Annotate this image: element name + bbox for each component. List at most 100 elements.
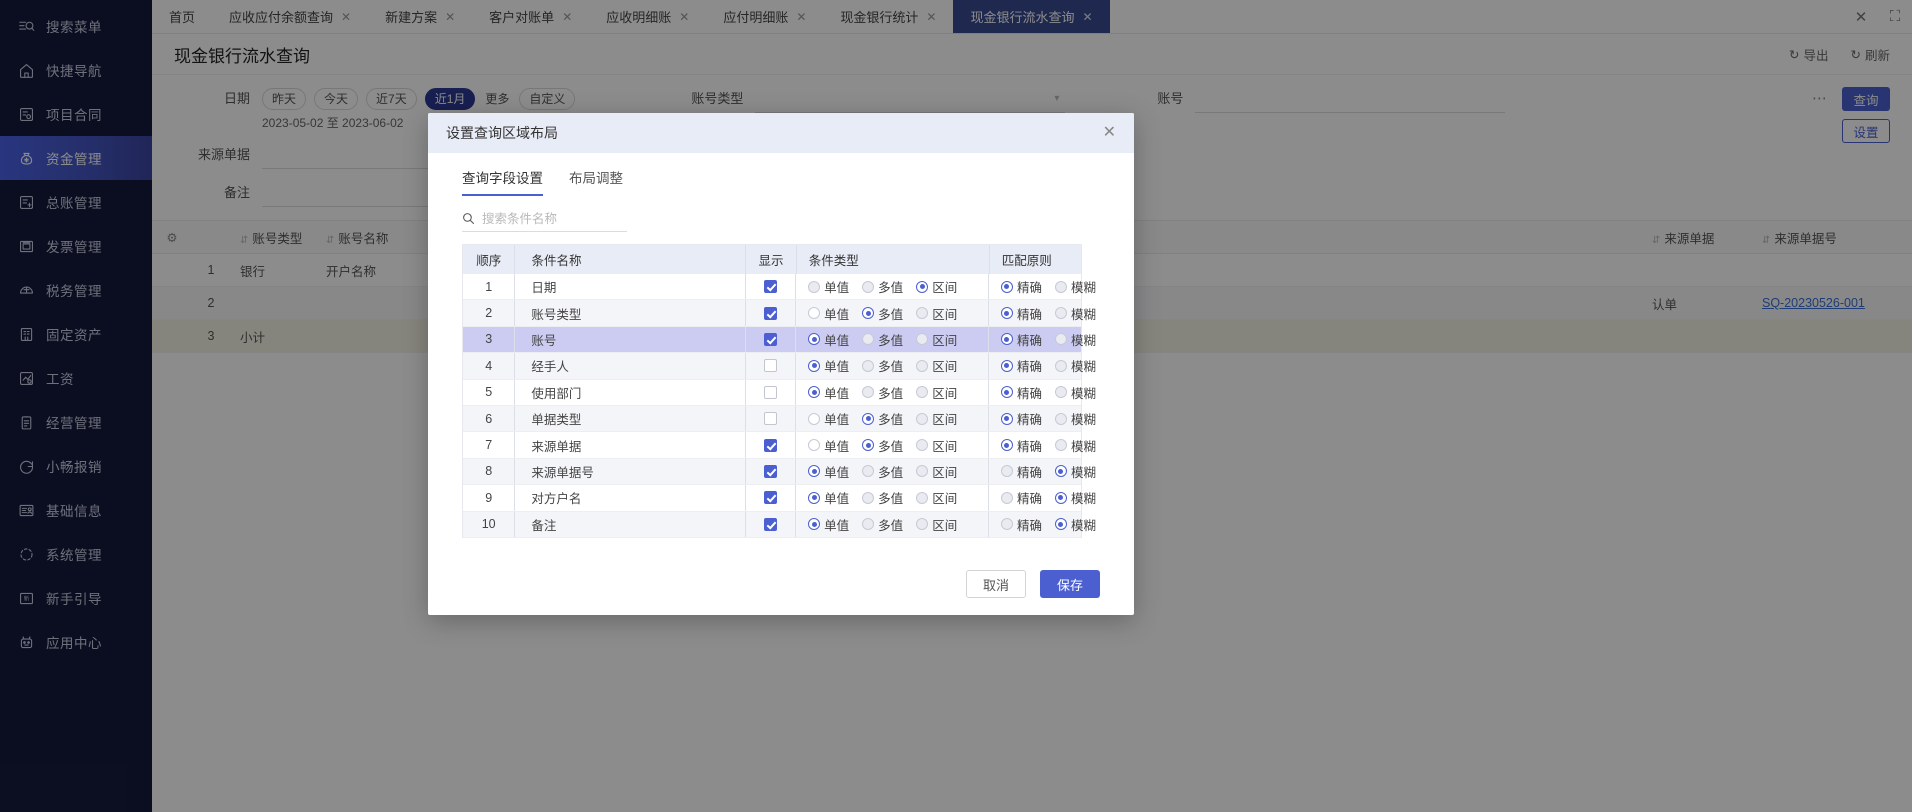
type-radio-1[interactable]: 多值 [862,462,903,481]
sidebar-item-7[interactable]: 固定资产 [0,312,152,356]
type-radio-0[interactable]: 单值 [808,277,849,296]
sidebar-item-8[interactable]: 工资 [0,356,152,400]
dialog-tab-0[interactable]: 查询字段设置 [462,167,543,196]
match-radio-1[interactable]: 模糊 [1054,515,1096,534]
type-radio-1[interactable]: 多值 [862,488,903,507]
condition-row[interactable]: 4 经手人 单值 多值 区间 精确 模糊 [463,353,1096,380]
match-radio-1[interactable]: 模糊 [1054,409,1096,428]
close-all-tabs-icon[interactable]: ✕ [1854,8,1868,26]
match-radio-0[interactable]: 精确 [1000,304,1042,323]
type-radio-2[interactable]: 区间 [916,330,957,349]
show-checkbox[interactable] [763,491,777,505]
date-chip-0[interactable]: 昨天 [262,88,307,110]
match-radio-0[interactable]: 精确 [1000,277,1042,296]
remark-input[interactable] [262,179,562,207]
match-radio-1[interactable]: 模糊 [1054,330,1096,349]
match-radio-1[interactable]: 模糊 [1054,383,1096,402]
show-checkbox[interactable] [763,385,777,399]
tab-close-icon[interactable]: ✕ [1082,9,1093,24]
match-radio-0[interactable]: 精确 [1000,488,1042,507]
gear-icon[interactable]: ⚙ [166,230,178,245]
type-radio-2[interactable]: 区间 [916,277,957,296]
sidebar-item-13[interactable]: 新 新手引导 [0,576,152,620]
condition-row[interactable]: 10 备注 单值 多值 区间 精确 模糊 [463,511,1096,538]
sidebar-item-2[interactable]: 项目合同 [0,92,152,136]
tab-close-icon[interactable]: ✕ [341,9,352,24]
show-checkbox[interactable] [763,412,777,426]
date-chip-4[interactable]: 更多 [485,92,510,106]
search-box[interactable] [462,206,627,232]
condition-row[interactable]: 6 单据类型 单值 多值 区间 精确 模糊 [463,405,1096,433]
cancel-button[interactable]: 取消 [966,570,1026,598]
save-button[interactable]: 保存 [1040,570,1100,598]
match-radio-1[interactable]: 模糊 [1054,488,1096,507]
account-no-input[interactable] [1195,85,1506,113]
date-chip-5[interactable]: 自定义 [519,88,576,110]
type-radio-1[interactable]: 多值 [862,409,903,428]
show-checkbox[interactable] [763,517,777,531]
match-radio-0[interactable]: 精确 [1000,515,1042,534]
type-radio-0[interactable]: 单值 [808,409,849,428]
tab-7[interactable]: 现金银行流水查询 ✕ [953,0,1110,33]
tab-2[interactable]: 新建方案 ✕ [368,0,472,33]
tab-close-icon[interactable]: ✕ [562,9,573,24]
type-radio-0[interactable]: 单值 [808,330,849,349]
refresh-button[interactable]: ↻ 刷新 [1851,45,1891,64]
close-icon[interactable]: ✕ [1102,124,1116,141]
search-input[interactable] [482,211,612,226]
condition-row[interactable]: 1 日期 单值 多值 区间 精确 模糊 [463,274,1096,301]
tab-3[interactable]: 客户对账单 ✕ [472,0,589,33]
tab-5[interactable]: 应付明细账 ✕ [706,0,823,33]
type-radio-2[interactable]: 区间 [916,409,957,428]
type-radio-0[interactable]: 单值 [808,462,849,481]
sidebar-item-9[interactable]: 经营管理 [0,400,152,444]
match-radio-1[interactable]: 模糊 [1054,277,1096,296]
condition-row[interactable]: 9 对方户名 单值 多值 区间 精确 模糊 [463,485,1096,512]
type-radio-0[interactable]: 单值 [808,515,849,534]
ellipsis-icon[interactable]: ⋯ [1812,90,1828,107]
show-checkbox[interactable] [763,464,777,478]
type-radio-1[interactable]: 多值 [862,330,903,349]
tab-1[interactable]: 应收应付余额查询 ✕ [212,0,368,33]
type-radio-0[interactable]: 单值 [808,304,849,323]
type-radio-1[interactable]: 多值 [862,515,903,534]
show-checkbox[interactable] [763,332,777,346]
show-checkbox[interactable] [763,438,777,452]
query-button[interactable]: 查询 [1842,87,1890,111]
type-radio-1[interactable]: 多值 [862,277,903,296]
tab-close-icon[interactable]: ✕ [445,9,456,24]
date-chip-2[interactable]: 近7天 [366,88,417,110]
show-checkbox[interactable] [763,280,777,294]
match-radio-0[interactable]: 精确 [1000,330,1042,349]
sidebar-item-1[interactable]: 快捷导航 [0,48,152,92]
tab-close-icon[interactable]: ✕ [926,9,937,24]
type-radio-2[interactable]: 区间 [916,462,957,481]
type-radio-2[interactable]: 区间 [916,383,957,402]
tab-6[interactable]: 现金银行统计 ✕ [823,0,953,33]
type-radio-1[interactable]: 多值 [862,304,903,323]
col-source-doc[interactable]: ⇵ 来源单据 [1652,231,1715,246]
match-radio-1[interactable]: 模糊 [1054,436,1096,455]
match-radio-0[interactable]: 精确 [1000,436,1042,455]
sidebar-item-11[interactable]: 基础信息 [0,488,152,532]
col-account-name[interactable]: ⇵ 账号名称 [326,231,389,246]
match-radio-1[interactable]: 模糊 [1054,356,1096,375]
sidebar-item-0[interactable]: 搜索菜单 [0,4,152,48]
source-no-link[interactable]: SQ-20230526-001 [1762,296,1865,310]
sidebar-item-10[interactable]: 小畅报销 [0,444,152,488]
show-checkbox[interactable] [763,306,777,320]
match-radio-0[interactable]: 精确 [1000,356,1042,375]
match-radio-1[interactable]: 模糊 [1054,304,1096,323]
type-radio-1[interactable]: 多值 [862,383,903,402]
sidebar-item-5[interactable]: 发票管理 [0,224,152,268]
condition-row[interactable]: 2 账号类型 单值 多值 区间 精确 模糊 [463,300,1096,327]
condition-row[interactable]: 8 来源单据号 单值 多值 区间 精确 模糊 [463,458,1096,486]
type-radio-0[interactable]: 单值 [808,436,849,455]
condition-row[interactable]: 3 账号 单值 多值 区间 精确 模糊 [463,326,1096,354]
type-radio-2[interactable]: 区间 [916,356,957,375]
type-radio-0[interactable]: 单值 [808,383,849,402]
settings-button[interactable]: 设置 [1842,119,1890,143]
sidebar-item-14[interactable]: 应用中心 [0,620,152,664]
sidebar-item-12[interactable]: 系统管理 [0,532,152,576]
sidebar-item-4[interactable]: 总账管理 [0,180,152,224]
